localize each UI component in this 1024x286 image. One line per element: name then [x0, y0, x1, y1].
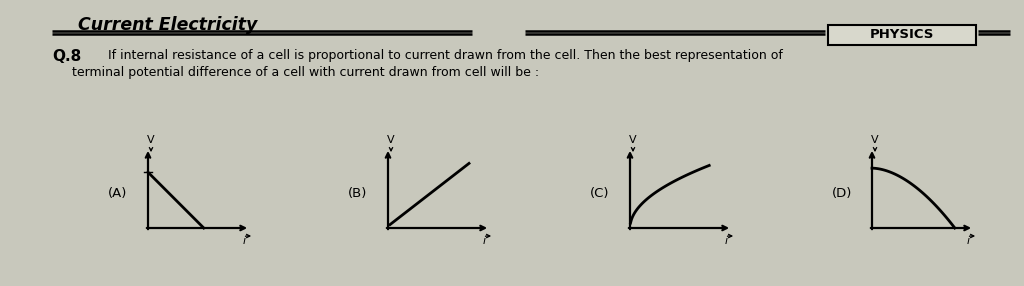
Text: If internal resistance of a cell is proportional to current drawn from the cell.: If internal resistance of a cell is prop… [108, 49, 783, 62]
Text: (D): (D) [831, 188, 852, 200]
Text: V: V [387, 135, 395, 145]
Text: V: V [871, 135, 879, 145]
Text: i: i [483, 236, 486, 246]
Text: terminal potential difference of a cell with current drawn from cell will be :: terminal potential difference of a cell … [72, 66, 539, 79]
Text: Current Electricity: Current Electricity [78, 16, 257, 34]
Text: (C): (C) [590, 188, 609, 200]
Text: Q.8: Q.8 [52, 49, 81, 64]
Text: PHYSICS: PHYSICS [869, 29, 934, 41]
Text: (A): (A) [108, 188, 127, 200]
Bar [828, 25, 976, 45]
Text: (B): (B) [348, 188, 368, 200]
Text: V: V [629, 135, 637, 145]
Text: V: V [147, 135, 155, 145]
Text: i: i [725, 236, 728, 246]
Text: i: i [967, 236, 970, 246]
Text: i: i [243, 236, 246, 246]
